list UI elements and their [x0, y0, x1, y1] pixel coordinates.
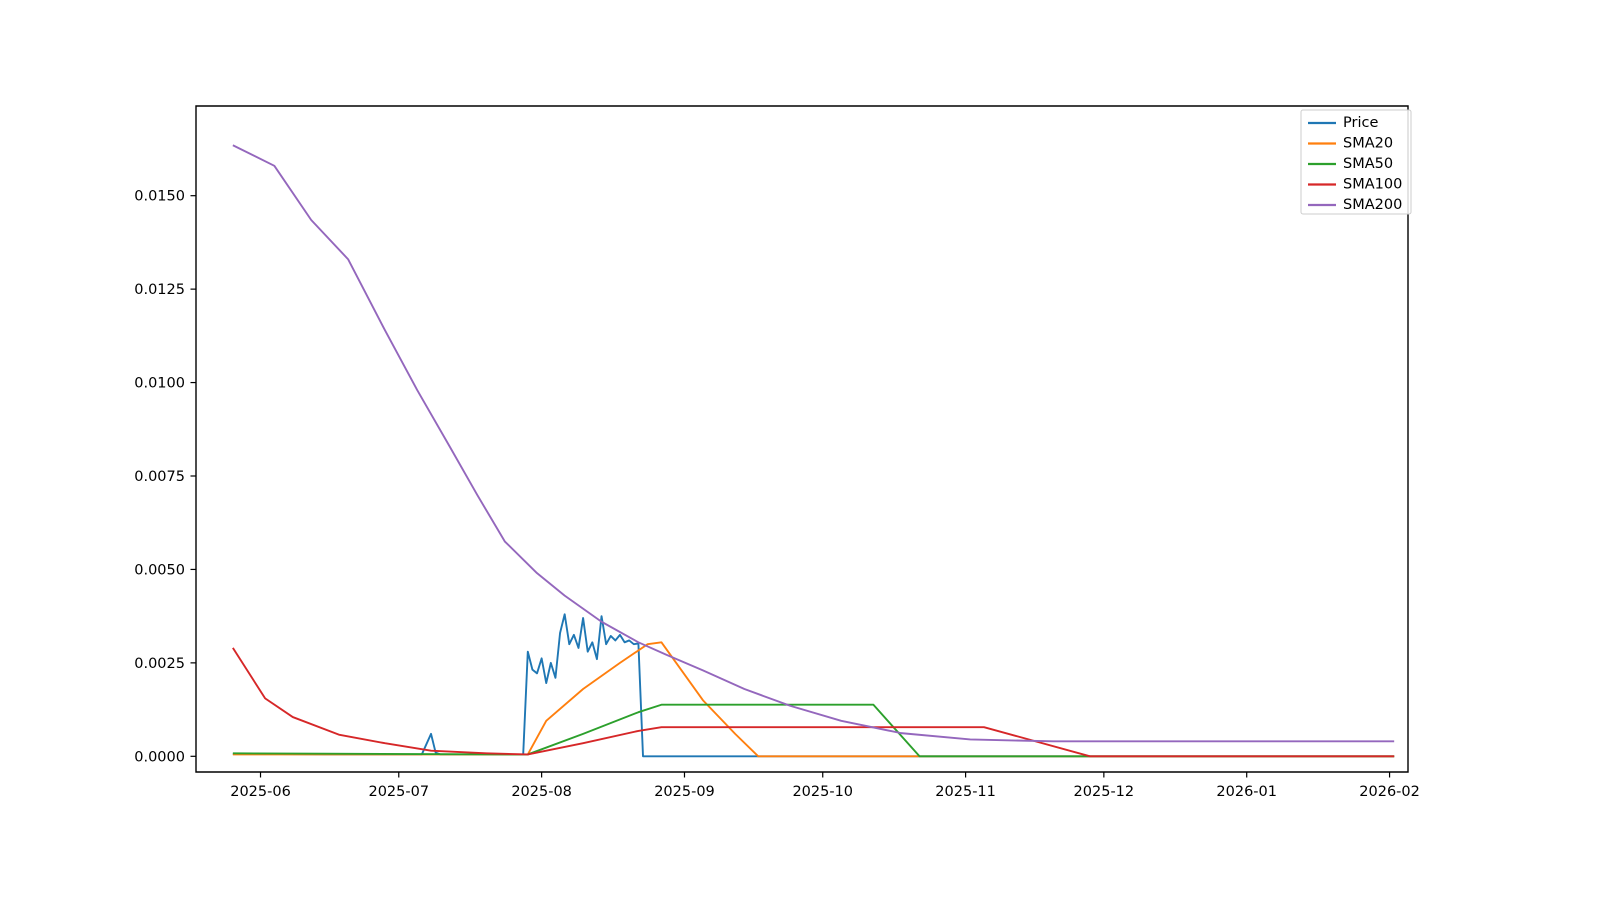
y-tick-marks	[190, 195, 196, 757]
legend-label-sma50: SMA50	[1343, 156, 1393, 172]
legend-label-sma20: SMA20	[1343, 136, 1393, 152]
y-tick-label: 0.0100	[134, 376, 185, 392]
y-tick-label: 0.0000	[134, 749, 185, 765]
x-tick-label: 2026-02	[1359, 784, 1420, 800]
series-line-sma200	[232, 144, 1395, 743]
x-tick-marks	[259, 772, 1391, 778]
plot-background	[196, 106, 1408, 772]
plot-area: 0.0000 0.0025 0.0050 0.0075 0.0100 0.0125 0.01…	[134, 105, 1420, 800]
y-tick-labels: 0.0000 0.0025 0.0050 0.0075 0.0100 0.0125 0.01…	[134, 189, 185, 766]
x-tick-label: 2025-07	[368, 784, 429, 800]
x-tick-label: 2025-06	[230, 784, 291, 800]
legend-label-sma200: SMA200	[1343, 197, 1402, 213]
x-tick-labels: 2025-06 2025-07 2025-08 2025-09 2025-10 2025-…	[230, 784, 1420, 800]
y-tick-label: 0.0125	[134, 282, 185, 298]
legend-label-sma100: SMA100	[1343, 177, 1402, 193]
axes-spines	[195, 105, 1409, 773]
series-line-sma50	[232, 703, 1395, 758]
x-tick-label: 2026-01	[1216, 784, 1277, 800]
legend-label-price: Price	[1343, 115, 1378, 131]
y-tick-label: 0.0150	[134, 189, 185, 205]
y-tick-label: 0.0025	[134, 656, 185, 672]
data-series-group	[232, 144, 1395, 758]
y-tick-label: 0.0075	[134, 469, 185, 485]
x-tick-label: 2025-09	[654, 784, 715, 800]
legend-background	[1300, 109, 1412, 215]
series-line-sma100	[232, 647, 1395, 758]
y-tick-label: 0.0050	[134, 562, 185, 578]
chart-legend[interactable]: Price SMA20 SMA50 SMA100 SMA200	[1300, 109, 1412, 215]
x-tick-label: 2025-10	[792, 784, 853, 800]
x-tick-label: 2025-11	[935, 784, 996, 800]
x-tick-label: 2025-12	[1074, 784, 1135, 800]
x-tick-label: 2025-08	[511, 784, 572, 800]
